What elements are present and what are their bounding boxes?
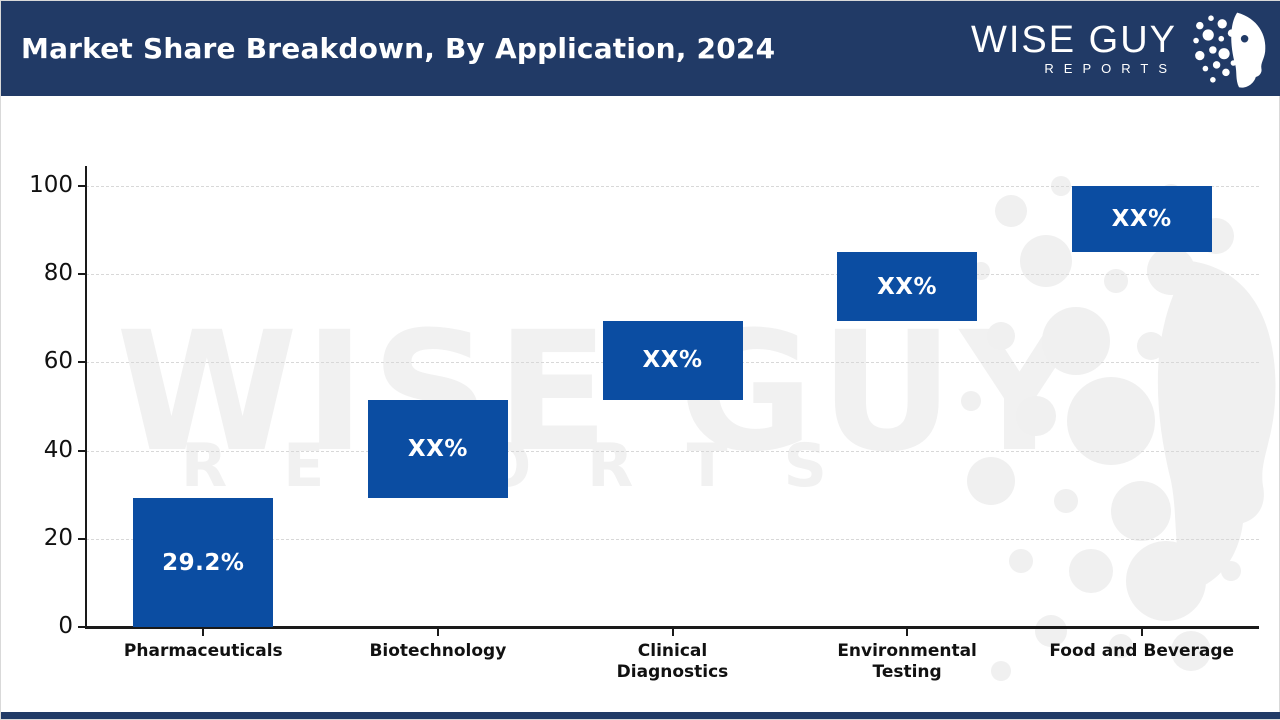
header-bar: Market Share Breakdown, By Application, …	[1, 1, 1280, 96]
y-tick-label-80: 80	[43, 260, 73, 287]
bar-value-label: XX%	[1111, 206, 1172, 233]
y-tick-label-20: 20	[43, 524, 73, 551]
x-category-label-line: Environmental	[837, 641, 977, 661]
x-category-label-line: Pharmaceuticals	[123, 641, 283, 661]
x-category-label-line: Clinical	[637, 641, 708, 661]
y-tick-label-100: 100	[29, 172, 73, 198]
bar-value-label: XX%	[642, 347, 703, 374]
x-tick-mark-0	[202, 627, 205, 636]
wiseguy-logo-name: WISE GUY	[970, 18, 1177, 61]
bar-value-label: 29.2%	[162, 549, 245, 576]
bar-value-label: XX%	[407, 436, 468, 463]
gridline-40	[86, 450, 1259, 452]
x-category-label: Biotechnology	[323, 641, 553, 662]
chart-title: Market Share Breakdown, By Application, …	[21, 32, 776, 65]
y-axis-line	[85, 166, 87, 629]
y-tick-mark-0	[78, 626, 86, 628]
x-tick-mark-3	[906, 627, 909, 636]
wiseguy-logo: WISE GUY REPORTS	[971, 7, 1280, 91]
watermark-wordmark: WISE GUY	[116, 296, 1086, 488]
bar-clinical-diagnostics: XX%	[602, 320, 743, 400]
y-tick-label-0: 0	[58, 613, 73, 639]
x-category-label-line: Biotechnology	[369, 641, 507, 661]
y-tick-mark-100	[78, 185, 86, 187]
x-category-label-line: Testing	[872, 662, 942, 682]
x-category-label: Pharmaceuticals	[88, 641, 318, 662]
wiseguy-logo-reports: REPORTS	[1044, 60, 1177, 76]
x-category-label-line: Diagnostics	[616, 662, 729, 682]
y-tick-mark-80	[78, 273, 86, 276]
x-tick-mark-4	[1140, 627, 1143, 636]
y-tick-mark-60	[78, 361, 86, 364]
x-category-label: Clinical Diagnostics	[558, 641, 788, 683]
x-category-label: Food and Beverage	[1027, 641, 1257, 662]
bar-food-and-beverage: XX%	[1071, 186, 1212, 253]
gridline-20	[86, 538, 1259, 540]
y-tick-label-40: 40	[43, 436, 73, 463]
x-tick-mark-1	[436, 627, 439, 636]
bar-pharmaceuticals: 29.2%	[133, 498, 274, 627]
wiseguy-logo-text: WISE GUY REPORTS	[971, 21, 1177, 77]
bar-environmental-testing: XX%	[837, 252, 978, 321]
footer-bar	[1, 712, 1280, 719]
wiseguy-logo-head-icon	[1193, 12, 1266, 88]
bar-biotechnology: XX%	[367, 399, 508, 499]
y-tick-mark-20	[78, 537, 86, 540]
x-category-label-line: Food and Beverage	[1049, 641, 1235, 661]
gridline-80	[86, 274, 1259, 276]
bar-value-label: XX%	[877, 273, 938, 300]
y-tick-label-60: 60	[43, 348, 73, 375]
gridline-100	[86, 186, 1259, 187]
y-tick-mark-40	[78, 449, 86, 452]
x-category-label: Environmental Testing	[792, 641, 1022, 683]
x-tick-mark-2	[671, 627, 674, 636]
